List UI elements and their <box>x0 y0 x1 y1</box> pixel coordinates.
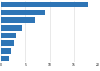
Bar <box>1 10 45 15</box>
Bar <box>1 40 14 46</box>
Bar <box>1 48 11 54</box>
Bar <box>1 33 16 38</box>
Bar <box>1 25 22 31</box>
Bar <box>1 17 35 23</box>
Bar <box>1 2 88 7</box>
Bar <box>1 56 10 61</box>
